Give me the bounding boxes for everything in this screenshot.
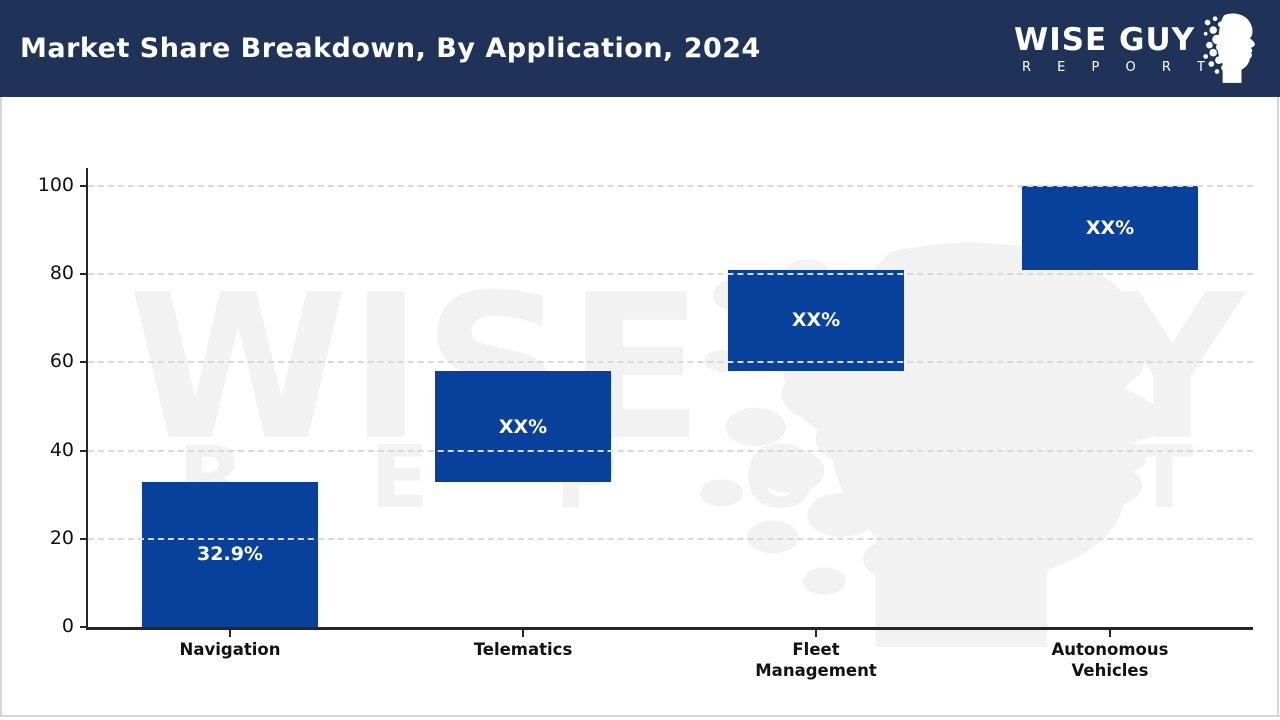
y-axis-tick (80, 361, 88, 364)
x-axis-tick (229, 629, 231, 637)
y-axis-tick-label: 60 (49, 350, 74, 373)
bar-fleet-management: XX% (728, 269, 904, 372)
y-gridline (88, 537, 1253, 540)
y-axis-spine (86, 168, 88, 629)
logo-wiseguy-text: WISE GUY (1014, 22, 1196, 58)
bar-value-label: XX% (1085, 216, 1135, 239)
y-gridline (88, 361, 1253, 364)
bar-value-label: XX% (498, 415, 548, 438)
y-gridline (88, 185, 1253, 187)
y-axis-tick (80, 273, 88, 276)
page-border-bottom (0, 715, 1280, 717)
x-axis-tick (815, 629, 817, 637)
category-label: Fleet Management (755, 640, 877, 680)
bar-telematics: XX% (435, 371, 611, 482)
category-label: Navigation (179, 640, 281, 659)
y-axis-tick (80, 185, 88, 187)
y-axis-tick-label: 80 (49, 262, 74, 285)
y-gridline (88, 273, 1253, 276)
y-axis-tick (80, 626, 88, 628)
y-axis-tick-label: 100 (37, 174, 74, 196)
y-axis-tick-label: 0 (61, 615, 74, 637)
wise-guy-reports-logo: WISE GUY R E P O R T S (1014, 4, 1266, 94)
bar-value-label: 32.9% (197, 543, 263, 566)
category-label: Telematics (473, 640, 573, 659)
y-axis-tick-label: 20 (49, 526, 74, 549)
logo-text: WISE GUY R E P O R T S (1014, 22, 1251, 75)
x-axis-spine (86, 627, 1253, 630)
bar-navigation: 32.9% (142, 481, 318, 627)
y-axis-tick-label: 40 (49, 438, 74, 461)
y-axis-tick (80, 449, 88, 452)
y-axis-tick (80, 537, 88, 540)
bar-value-label: XX% (791, 309, 841, 332)
chart-title: Market Share Breakdown, By Application, … (20, 33, 761, 64)
x-axis-tick (1109, 629, 1111, 637)
y-gridline (88, 449, 1253, 452)
x-axis-tick (522, 629, 524, 637)
bar-autonomous-vehicles: XX% (1022, 186, 1198, 270)
logo-reports-text: R E P O R T S (1022, 60, 1251, 75)
logo-face-icon (1203, 13, 1255, 83)
page-border-right (1277, 97, 1279, 717)
chart-header: Market Share Breakdown, By Application, … (0, 0, 1280, 97)
page-border-left (0, 97, 2, 717)
category-label: Autonomous Vehicles (1051, 640, 1169, 680)
